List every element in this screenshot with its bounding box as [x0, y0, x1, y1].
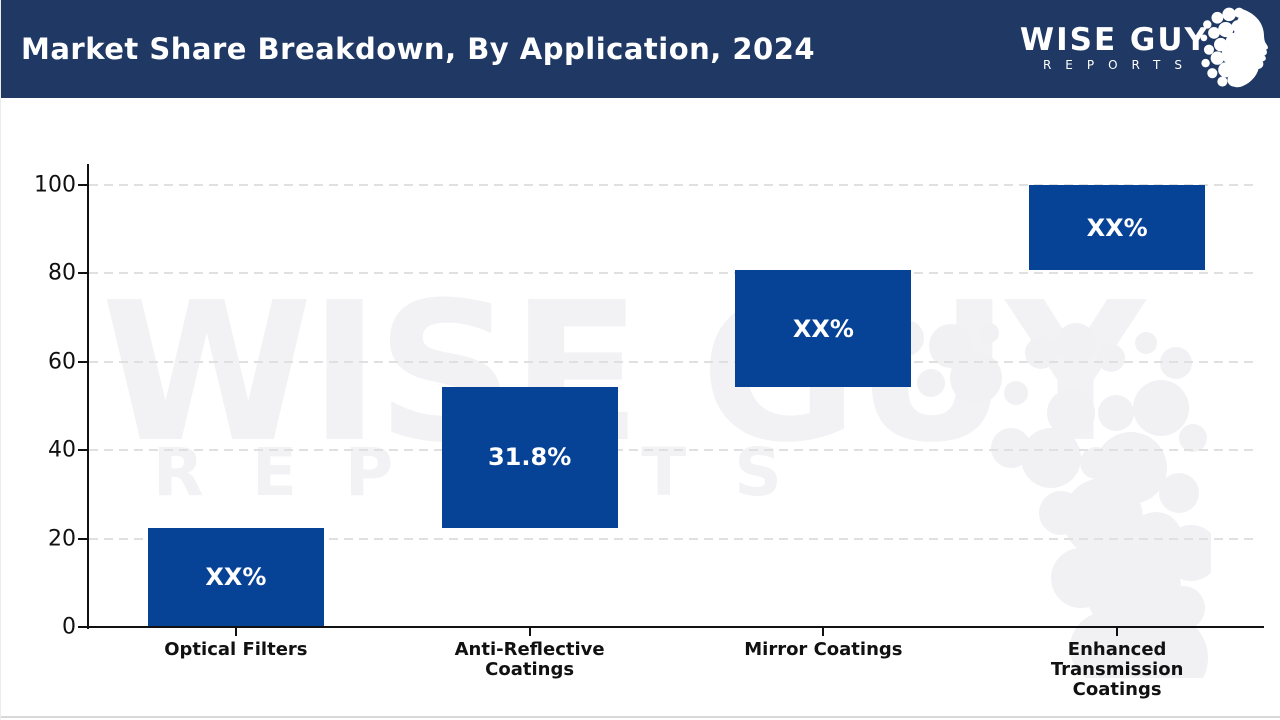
bar-value-label: XX% [1086, 213, 1148, 242]
logo-subtitle: REPORTS [1042, 58, 1196, 73]
logo-wordmark: WISE GUY [1019, 21, 1209, 58]
category-label: Enhanced Transmission Coatings [1050, 639, 1184, 700]
wiseguy-face-icon [1200, 7, 1268, 88]
gridline [89, 272, 1259, 275]
category-label: Optical Filters [164, 639, 308, 660]
y-axis-tick [78, 272, 89, 275]
gridline [89, 449, 1259, 452]
bottom-divider [1, 716, 1280, 718]
wiseguy-logo-text: WISE GUY REPORTS [1020, 24, 1209, 73]
y-tick-label: 40 [48, 437, 76, 463]
waterfall-bar: XX% [735, 270, 912, 387]
x-axis-tick [234, 627, 237, 636]
bar-value-label: XX% [205, 563, 267, 592]
y-axis-tick [78, 537, 89, 540]
bar-value-label: 31.8% [487, 443, 572, 472]
x-axis-tick [1116, 627, 1119, 636]
watermark-face-icon [849, 320, 1211, 678]
waterfall-bar: XX% [1029, 185, 1206, 271]
gridline [89, 184, 1259, 186]
y-axis-tick [78, 360, 89, 363]
y-tick-label: 80 [48, 260, 76, 286]
y-tick-label: 20 [48, 526, 76, 552]
x-axis-tick [528, 627, 531, 636]
wiseguy-logo: WISE GUY REPORTS [1020, 6, 1273, 90]
y-tick-label: 100 [34, 172, 76, 198]
gridline [89, 537, 1259, 540]
y-axis-tick [78, 184, 89, 186]
category-label: Mirror Coatings [744, 639, 903, 660]
y-axis-tick [78, 626, 89, 628]
header-bar: Market Share Breakdown, By Application, … [1, 0, 1280, 98]
x-axis-tick [822, 627, 825, 636]
y-axis-spine [87, 164, 89, 629]
category-label: Anti-Reflective Coatings [454, 639, 605, 680]
bar-value-label: XX% [792, 314, 854, 343]
y-tick-label: 60 [48, 349, 76, 375]
waterfall-bar: 31.8% [441, 386, 618, 528]
x-axis-spine [87, 626, 1264, 628]
chart-area: WISE GUY REPORTS 020406080100XX%Optical … [1, 98, 1280, 720]
gridline [89, 360, 1259, 363]
waterfall-bar: XX% [147, 527, 324, 627]
page-title: Market Share Breakdown, By Application, … [21, 32, 816, 66]
y-axis-tick [78, 449, 89, 452]
y-tick-label: 0 [62, 614, 76, 640]
